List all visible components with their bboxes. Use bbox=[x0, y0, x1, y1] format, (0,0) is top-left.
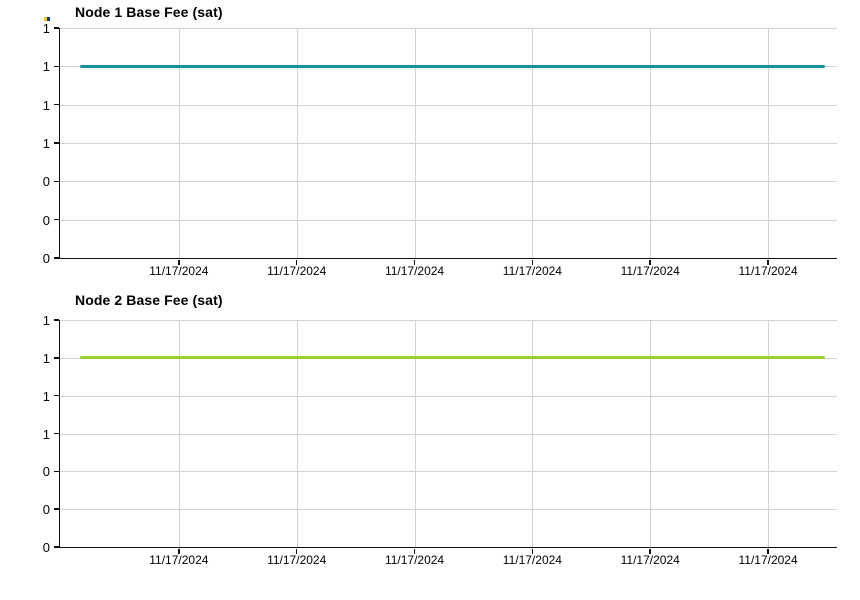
y-gridline bbox=[60, 219, 837, 221]
y-gridline bbox=[60, 471, 837, 473]
x-tick-label: 11/17/2024 bbox=[620, 264, 680, 278]
x-gridline bbox=[532, 320, 534, 547]
x-tick-label: 11/17/2024 bbox=[738, 264, 798, 278]
y-tick-label: 0 bbox=[42, 540, 50, 555]
y-tick-mark bbox=[53, 257, 59, 259]
y-tick-label: 1 bbox=[42, 59, 50, 75]
x-tick-label: 11/17/2024 bbox=[267, 553, 327, 567]
x-gridline bbox=[414, 28, 416, 258]
x-gridline bbox=[650, 320, 652, 547]
y-tick-mark bbox=[53, 432, 59, 435]
x-tick-label: 11/17/2024 bbox=[384, 553, 445, 567]
x-gridline bbox=[296, 28, 298, 258]
x-tick-mark bbox=[531, 259, 534, 265]
x-tick-mark bbox=[649, 259, 651, 265]
x-tick-label: 11/17/2024 bbox=[384, 264, 445, 278]
chart-node1-base-fee: Node 1 Base Fee (sat) 1 1 1 1 0 0 0 11/17/2024 1… bbox=[0, 0, 860, 288]
y-tick-label: 1 bbox=[42, 21, 50, 36]
x-tick-mark bbox=[649, 548, 651, 554]
y-gridline bbox=[60, 143, 837, 144]
x-tick-mark bbox=[413, 259, 416, 265]
x-gridline bbox=[532, 28, 534, 258]
artifact-yellow-pixel bbox=[44, 17, 47, 21]
x-tick-label: 11/17/2024 bbox=[149, 553, 209, 567]
x-tick-mark bbox=[295, 259, 298, 265]
y-tick-label: 0 bbox=[42, 502, 50, 518]
y-tick-mark bbox=[53, 508, 59, 510]
y-tick-mark bbox=[53, 546, 59, 548]
artifact-blue-pixel bbox=[47, 17, 50, 21]
y-tick-label: 0 bbox=[42, 212, 50, 228]
y-tick-mark bbox=[53, 142, 59, 144]
series-line-node-2-base-fee bbox=[80, 356, 825, 360]
y-tick-label: 0 bbox=[42, 464, 50, 480]
x-tick-label: 11/17/2024 bbox=[502, 553, 562, 567]
y-tick-label: 0 bbox=[42, 251, 50, 266]
x-tick-mark bbox=[767, 259, 769, 265]
y-gridline bbox=[60, 433, 837, 435]
x-gridline bbox=[296, 320, 298, 547]
chart-title-node2: Node 2 Base Fee (sat) bbox=[75, 292, 223, 308]
x-tick-mark bbox=[178, 548, 180, 554]
x-tick-label: 11/17/2024 bbox=[738, 553, 798, 567]
x-gridline bbox=[178, 320, 180, 547]
x-tick-label: 11/17/2024 bbox=[267, 264, 327, 278]
y-tick-mark bbox=[53, 394, 59, 397]
y-tick-mark bbox=[53, 218, 59, 221]
y-gridline bbox=[60, 104, 837, 106]
y-tick-mark bbox=[53, 319, 59, 321]
y-gridline bbox=[60, 509, 837, 511]
y-tick-label: 0 bbox=[42, 174, 50, 190]
y-tick-mark bbox=[53, 27, 59, 29]
y-tick-label: 1 bbox=[42, 313, 50, 328]
chart-node2-base-fee: Node 2 Base Fee (sat) 1 1 1 1 0 0 0 11/17/2024 1… bbox=[0, 288, 860, 588]
tiny-color-artifact bbox=[44, 17, 50, 21]
y-tick-mark bbox=[53, 65, 59, 68]
plot-area-node1: 1 1 1 1 0 0 0 11/17/2024 11/17/2024 11/17/2024 11/… bbox=[43, 22, 837, 278]
y-tick-mark bbox=[53, 103, 59, 106]
x-gridline bbox=[768, 320, 770, 547]
y-tick-mark bbox=[53, 180, 59, 183]
x-gridline bbox=[178, 28, 180, 258]
x-gridline bbox=[768, 28, 770, 258]
plot-area-node2: 1 1 1 1 0 0 0 11/17/2024 11/17/2024 11/17/2024 11/… bbox=[43, 314, 837, 567]
y-gridline bbox=[60, 395, 837, 397]
x-gridline bbox=[414, 320, 416, 547]
y-tick-label: 1 bbox=[42, 136, 50, 151]
y-tick-mark bbox=[53, 470, 59, 473]
x-gridline bbox=[650, 28, 652, 258]
y-gridline bbox=[60, 320, 837, 321]
x-tick-mark bbox=[295, 548, 298, 554]
y-tick-label: 1 bbox=[42, 426, 50, 442]
y-tick-label: 1 bbox=[42, 97, 50, 113]
x-tick-label: 11/17/2024 bbox=[149, 264, 209, 278]
chart-title-node1: Node 1 Base Fee (sat) bbox=[75, 4, 223, 20]
y-gridline bbox=[60, 181, 837, 183]
x-tick-label: 11/17/2024 bbox=[620, 553, 680, 567]
x-tick-mark bbox=[531, 548, 534, 554]
x-tick-mark bbox=[767, 548, 769, 554]
x-tick-label: 11/17/2024 bbox=[502, 264, 562, 278]
series-line-node-1-base-fee bbox=[80, 64, 825, 68]
y-gridline bbox=[60, 28, 837, 29]
y-tick-label: 1 bbox=[42, 388, 50, 404]
x-tick-mark bbox=[178, 259, 180, 265]
y-tick-mark bbox=[53, 357, 59, 359]
x-tick-mark bbox=[413, 548, 416, 554]
y-tick-label: 1 bbox=[42, 350, 50, 366]
